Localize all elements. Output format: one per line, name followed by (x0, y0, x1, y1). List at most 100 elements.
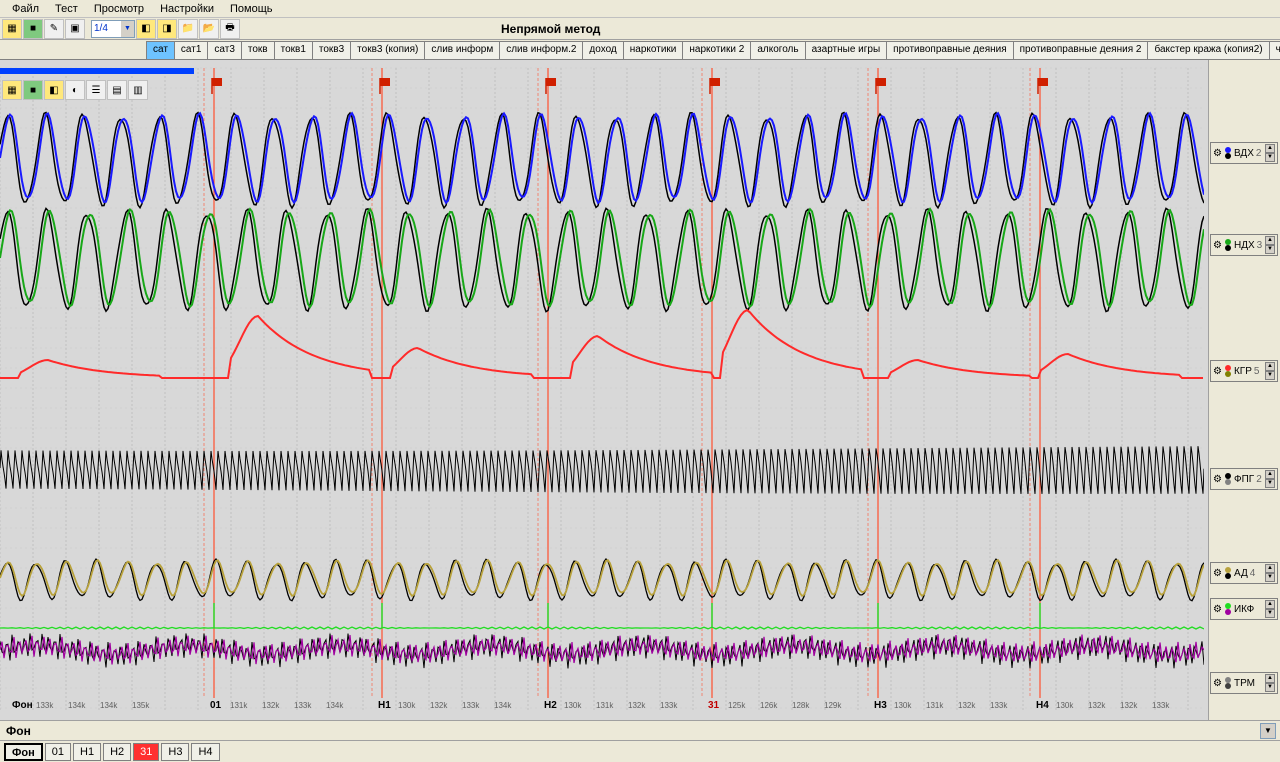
svg-text:132k: 132k (1120, 701, 1138, 710)
menu-item-Просмотр[interactable]: Просмотр (86, 1, 152, 17)
tool-crop-icon[interactable]: ▣ (65, 19, 85, 39)
svg-text:133k: 133k (990, 701, 1008, 710)
svg-text:133k: 133k (36, 701, 54, 710)
svg-text:132k: 132k (628, 701, 646, 710)
segment-btn-Фон[interactable]: Фон (4, 743, 43, 761)
tab-2[interactable]: сат3 (207, 41, 241, 59)
tool-print-icon[interactable]: 🖶 (220, 19, 240, 39)
tab-10[interactable]: наркотики (623, 41, 684, 59)
segment-btn-H4[interactable]: H4 (191, 743, 219, 761)
segment-btn-01[interactable]: 01 (45, 743, 71, 761)
zoom-value: 1/4 (94, 23, 108, 34)
tab-1[interactable]: сат1 (174, 41, 208, 59)
toolbar-1: ▦ ■ ✎ ▣ 1/4 ▼ ◧ ◨ 📁 📂 🖶 Непрямой метод (0, 18, 1280, 40)
menu-item-Помощь[interactable]: Помощь (222, 1, 281, 17)
tool-5-icon[interactable]: ◧ (136, 19, 156, 39)
pretab-4-icon[interactable]: ◐ (65, 80, 85, 100)
tabs-row: сатсат1сат3токвтокв1токв3токв3 (копия)сл… (0, 40, 1280, 60)
svg-text:132k: 132k (262, 701, 280, 710)
svg-text:H3: H3 (874, 700, 887, 711)
tab-13[interactable]: азартные игры (805, 41, 888, 59)
svg-text:134k: 134k (326, 701, 344, 710)
svg-text:H2: H2 (544, 700, 557, 711)
tab-14[interactable]: противоправные деяния (886, 41, 1013, 59)
tab-0[interactable]: сат (146, 41, 175, 59)
svg-text:125k: 125k (728, 701, 746, 710)
chevron-down-icon: ▼ (121, 21, 134, 37)
segment-btn-H3[interactable]: H3 (161, 743, 189, 761)
channel-box-ФПГ[interactable]: ⚙ФПГ2▲▼ (1210, 468, 1278, 490)
svg-text:133k: 133k (1152, 701, 1170, 710)
toolbar-2: ▦ ■ ◧ ◐ ☰ ▤ ▥ сатсат1сат3токвтокв1токв3т… (0, 40, 1280, 60)
channel-box-ИКФ[interactable]: ⚙ИКФ▲▼ (1210, 598, 1278, 620)
polygraph-chart[interactable]: Фон01H1H231H3H4133k134k134k135k131k132k1… (0, 60, 1204, 720)
tool-folder2-icon[interactable]: 📂 (199, 19, 219, 39)
tool-6-icon[interactable]: ◨ (157, 19, 177, 39)
svg-text:31: 31 (708, 700, 720, 711)
svg-text:130k: 130k (398, 701, 416, 710)
segment-btn-H1[interactable]: H1 (73, 743, 101, 761)
menu-item-Настройки[interactable]: Настройки (152, 1, 222, 17)
pretab-2-icon[interactable]: ■ (23, 80, 43, 100)
method-label: Непрямой метод (501, 22, 600, 36)
svg-text:133k: 133k (660, 701, 678, 710)
channel-box-ТРМ[interactable]: ⚙ТРМ▲▼ (1210, 672, 1278, 694)
svg-text:132k: 132k (430, 701, 448, 710)
svg-text:133k: 133k (294, 701, 312, 710)
pretab-7-icon[interactable]: ▥ (128, 80, 148, 100)
pretab-6-icon[interactable]: ▤ (107, 80, 127, 100)
channel-panel: ⚙ВДХ2▲▼ ⚙НДХ3▲▼ ⚙КГР5▲▼ ⚙ФПГ2▲▼ ⚙АД4▲▼ ⚙ИКФ▲▼… (1208, 60, 1280, 720)
segment-btn-31[interactable]: 31 (133, 743, 159, 761)
segment-btn-H2[interactable]: H2 (103, 743, 131, 761)
svg-text:134k: 134k (494, 701, 512, 710)
svg-text:H4: H4 (1036, 700, 1049, 711)
svg-text:135k: 135k (132, 701, 150, 710)
zoom-combo[interactable]: 1/4 ▼ (91, 20, 135, 38)
current-segment-label: Фон (6, 724, 31, 738)
tool-save-icon[interactable]: ■ (23, 19, 43, 39)
channel-box-НДХ[interactable]: ⚙НДХ3▲▼ (1210, 234, 1278, 256)
tab-4[interactable]: токв1 (274, 41, 313, 59)
svg-text:128k: 128k (792, 701, 810, 710)
tab-11[interactable]: наркотики 2 (682, 41, 751, 59)
tab-5[interactable]: токв3 (312, 41, 351, 59)
svg-text:132k: 132k (958, 701, 976, 710)
tab-16[interactable]: бакстер кража (копия2) (1147, 41, 1269, 59)
pretab-3-icon[interactable]: ◧ (44, 80, 64, 100)
menu-item-Файл[interactable]: Файл (4, 1, 47, 17)
tab-12[interactable]: алкоголь (750, 41, 805, 59)
svg-text:01: 01 (210, 700, 222, 711)
tab-8[interactable]: слив информ.2 (499, 41, 583, 59)
channel-box-АД[interactable]: ⚙АД4▲▼ (1210, 562, 1278, 584)
pre-tab-tools: ▦ ■ ◧ ◐ ☰ ▤ ▥ (2, 80, 148, 100)
tab-3[interactable]: токв (241, 41, 275, 59)
svg-text:H1: H1 (378, 700, 391, 711)
menu-item-Тест[interactable]: Тест (47, 1, 86, 17)
tool-new-icon[interactable]: ▦ (2, 19, 22, 39)
tab-7[interactable]: слив информ (424, 41, 500, 59)
footer-dropdown-icon[interactable]: ▼ (1260, 723, 1276, 739)
svg-text:130k: 130k (564, 701, 582, 710)
tab-15[interactable]: противоправные деяния 2 (1013, 41, 1149, 59)
svg-text:131k: 131k (230, 701, 248, 710)
tab-9[interactable]: доход (582, 41, 623, 59)
svg-text:134k: 134k (100, 701, 118, 710)
tool-folder-icon[interactable]: 📁 (178, 19, 198, 39)
channel-box-ВДХ[interactable]: ⚙ВДХ2▲▼ (1210, 142, 1278, 164)
svg-text:134k: 134k (68, 701, 86, 710)
tool-pencil-icon[interactable]: ✎ (44, 19, 64, 39)
tab-17[interactable]: что Вы (1269, 41, 1280, 59)
channel-box-КГР[interactable]: ⚙КГР5▲▼ (1210, 360, 1278, 382)
svg-text:130k: 130k (1056, 701, 1074, 710)
menubar: ФайлТестПросмотрНастройкиПомощь (0, 0, 1280, 18)
footer-current: Фон ▼ (0, 720, 1280, 740)
svg-text:131k: 131k (926, 701, 944, 710)
chart-area: Фон01H1H231H3H4133k134k134k135k131k132k1… (0, 60, 1280, 720)
pretab-1-icon[interactable]: ▦ (2, 80, 22, 100)
svg-text:131k: 131k (596, 701, 614, 710)
svg-text:132k: 132k (1088, 701, 1106, 710)
svg-text:129k: 129k (824, 701, 842, 710)
pretab-5-icon[interactable]: ☰ (86, 80, 106, 100)
svg-text:126k: 126k (760, 701, 778, 710)
tab-6[interactable]: токв3 (копия) (350, 41, 425, 59)
